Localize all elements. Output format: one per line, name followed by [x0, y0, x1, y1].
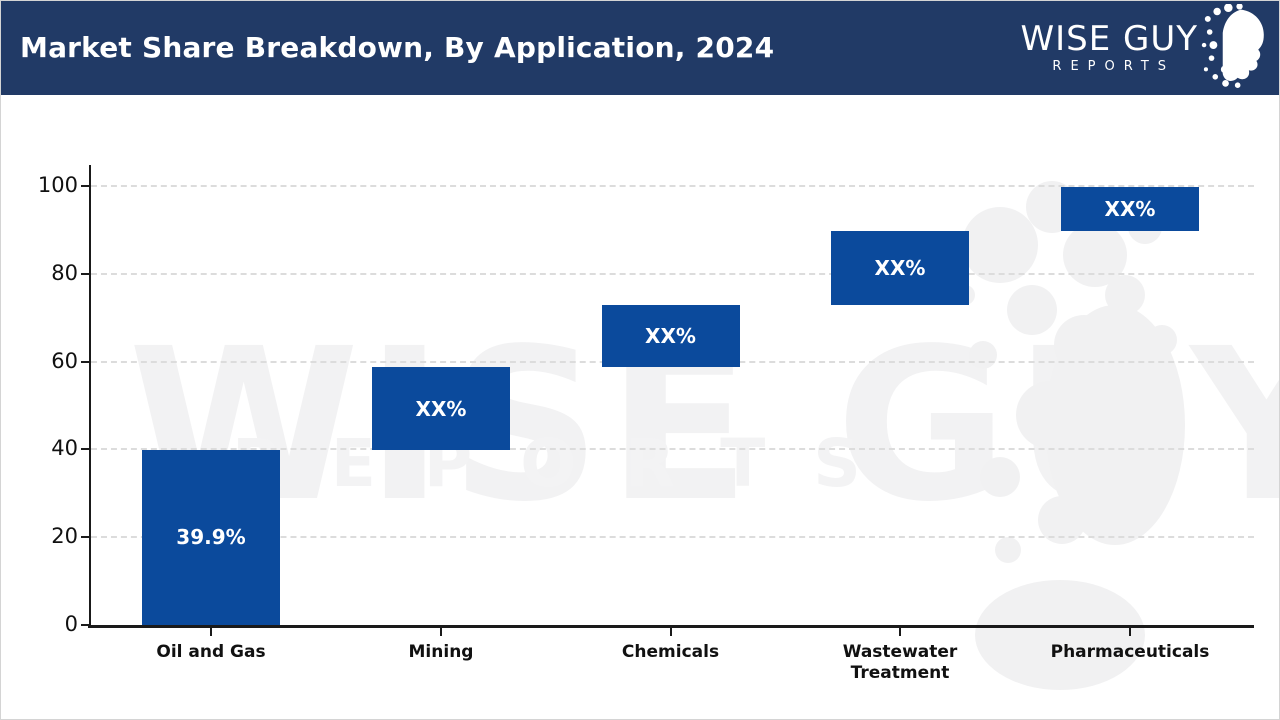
watermark-reports-text: REPORTS: [232, 425, 909, 502]
y-tick-label: 0: [64, 612, 78, 636]
x-tick-mark: [899, 628, 901, 636]
y-tick-label: 40: [51, 436, 78, 461]
y-tick-mark: [81, 448, 90, 451]
x-tick-label: Chemicals: [621, 642, 720, 662]
x-tick-label: Oil and Gas: [156, 642, 266, 662]
x-axis-line: [88, 625, 1254, 628]
gridline-40: [91, 448, 1254, 451]
bar-value-label: XX%: [1104, 197, 1156, 222]
gridline-100: [91, 185, 1254, 187]
y-tick-label: 60: [51, 348, 78, 373]
logo-text: WISE GUY REPORTS: [1020, 22, 1198, 74]
y-tick-mark: [81, 272, 90, 275]
logo-wiseguy-label: WISE GUY: [1020, 18, 1198, 59]
wise-guy-logo: WISE GUY REPORTS: [1020, 2, 1280, 92]
bar-value-label: XX%: [645, 324, 696, 349]
bar-wastewater-treatment: XX%: [831, 231, 969, 305]
logo-reports-label: REPORTS: [1052, 58, 1176, 74]
bar-value-label: 39.9%: [176, 525, 246, 550]
y-axis-line: [89, 165, 91, 627]
bar-pharmaceuticals: XX%: [1061, 187, 1199, 232]
header-bar: Market Share Breakdown, By Application, …: [0, 0, 1280, 95]
wiseguy-head-icon: [1200, 2, 1266, 92]
bar-oil-and-gas: 39.9%: [142, 449, 280, 625]
bar-value-label: XX%: [415, 396, 467, 421]
bar-mining: XX%: [372, 367, 510, 450]
gridline-80: [91, 272, 1254, 275]
y-tick-mark: [81, 360, 90, 363]
y-tick-mark: [81, 536, 90, 539]
waterfall-chart: WISE GUY REPORTS 0 20 40 60 80 100 39.9% XX% XX…: [0, 95, 1280, 720]
bar-value-label: XX%: [874, 256, 926, 281]
y-tick-label: 20: [51, 524, 78, 549]
x-tick-mark: [1129, 628, 1131, 636]
x-tick-label: Wastewater Treatment: [842, 642, 958, 683]
gridline-20: [91, 536, 1254, 539]
x-tick-label: Mining: [408, 642, 474, 662]
y-tick-label: 80: [51, 260, 78, 285]
bar-chemicals: XX%: [601, 304, 740, 368]
x-tick-mark: [669, 628, 672, 636]
y-tick-mark: [81, 185, 90, 187]
page-title: Market Share Breakdown, By Application, …: [20, 31, 775, 64]
x-tick-mark: [210, 628, 212, 636]
y-tick-mark: [81, 624, 90, 626]
x-tick-mark: [440, 628, 442, 636]
y-tick-label: 100: [37, 173, 78, 197]
x-tick-label: Pharmaceuticals: [1050, 642, 1210, 662]
